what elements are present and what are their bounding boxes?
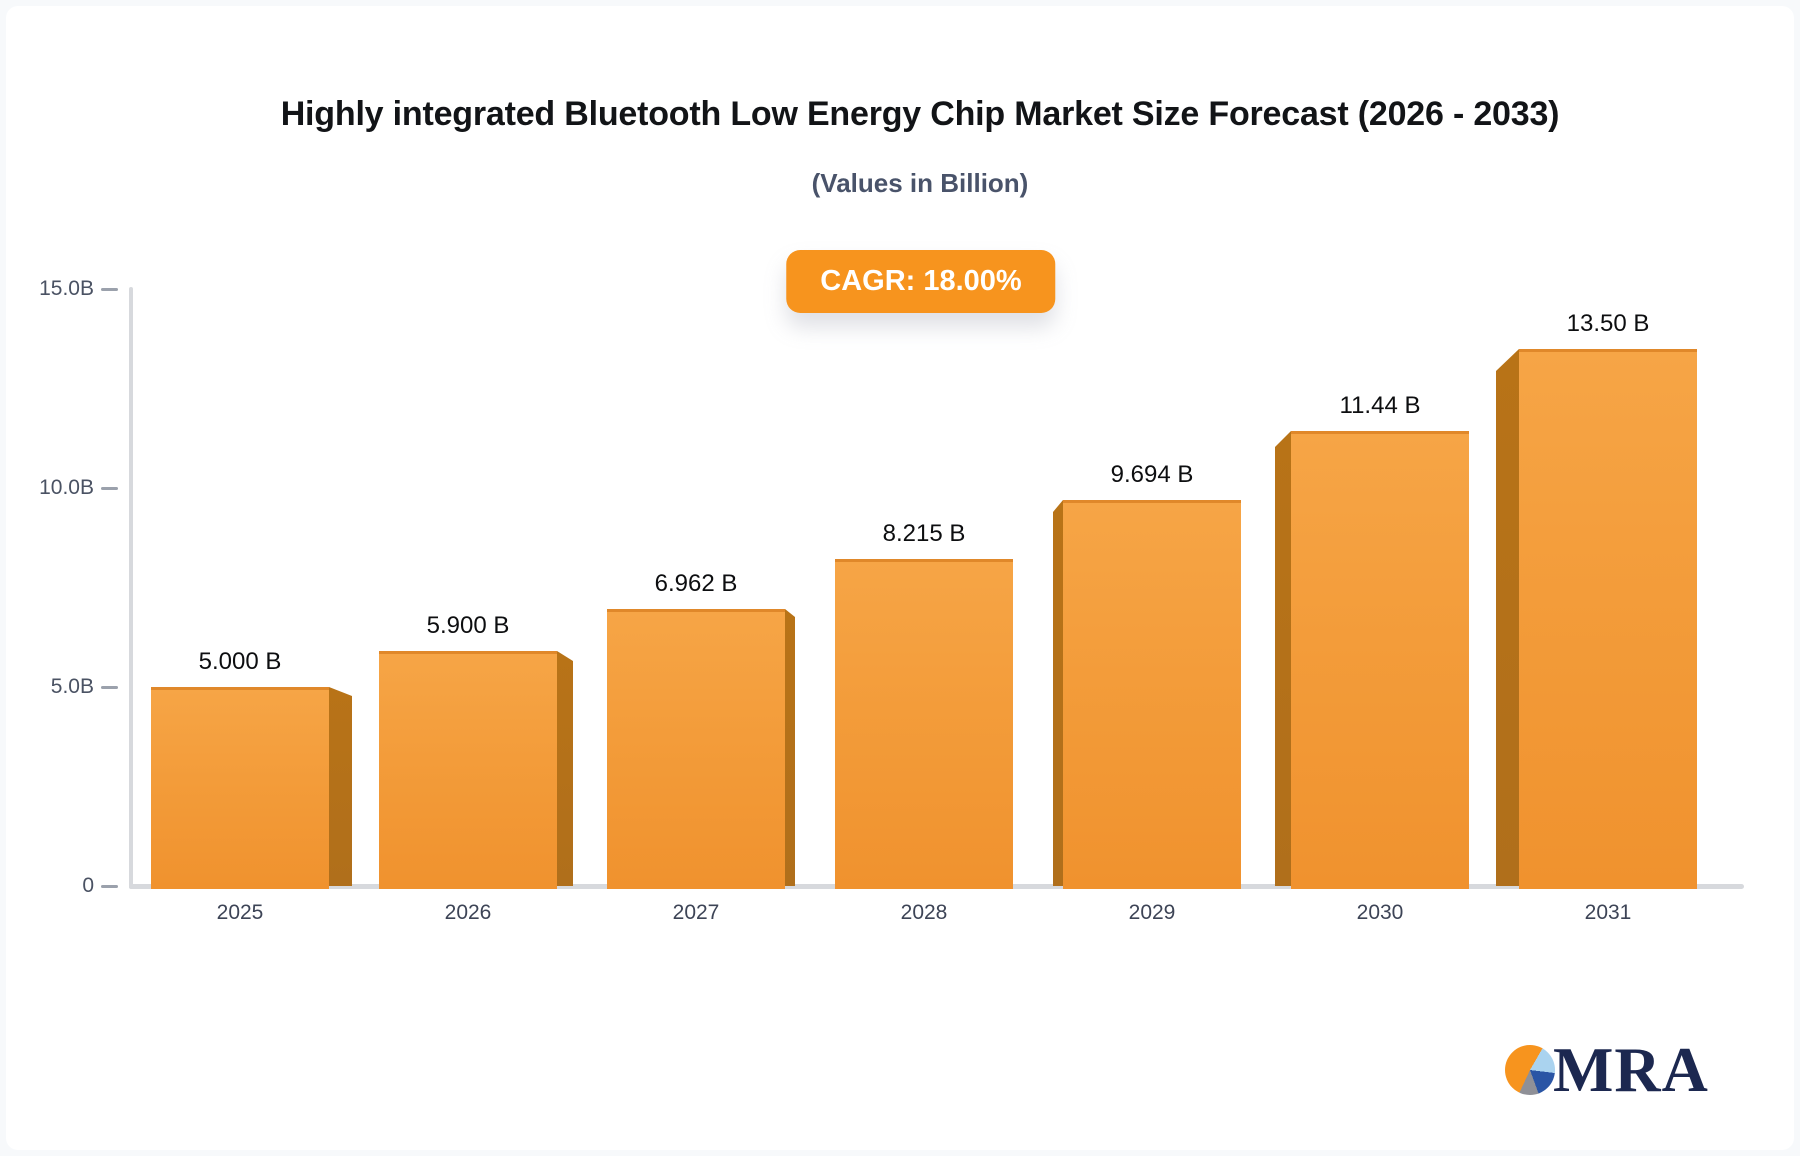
bar-2030: [1291, 431, 1469, 889]
bar-3d-side-face: [1275, 431, 1291, 886]
cagr-badge: CAGR: 18.00%: [786, 250, 1056, 313]
bar-3d-side-face: [1053, 500, 1063, 886]
bar-value-label: 6.962 B: [654, 570, 738, 597]
bar-2026: [379, 651, 557, 889]
y-tick-dash: [101, 487, 118, 490]
y-tick-dash: [101, 686, 118, 689]
x-axis-label-2031: 2031: [1584, 901, 1632, 924]
y-tick-label: 0: [82, 874, 94, 897]
y-axis-line: [129, 287, 133, 889]
chart-subtitle: (Values in Billion): [811, 168, 1029, 198]
y-tick-label: 15.0B: [39, 277, 94, 300]
brand-logo-text: MRA: [1553, 1034, 1709, 1105]
bar-3d-side-face: [329, 687, 352, 886]
y-tick-label: 10.0B: [39, 476, 94, 499]
y-tick-dash: [101, 288, 118, 291]
bar-2025: [151, 687, 329, 889]
bar-value-label: 11.44 B: [1339, 392, 1421, 419]
x-axis-label-2030: 2030: [1356, 901, 1404, 924]
bar-2029: [1063, 500, 1241, 889]
brand-logo: MRA: [1505, 1034, 1709, 1105]
bar-value-label: 5.000 B: [198, 648, 282, 675]
y-tick-label: 5.0B: [50, 675, 94, 698]
bar-2027: [607, 609, 785, 889]
bar-3d-side-face: [1496, 349, 1519, 886]
x-axis-label-2025: 2025: [216, 901, 264, 924]
bar-2031: [1519, 349, 1697, 889]
bar-3d-side-face: [785, 609, 795, 886]
x-axis-label-2027: 2027: [672, 901, 720, 924]
bar-value-label: 5.900 B: [426, 612, 510, 639]
x-axis-label-2028: 2028: [900, 901, 948, 924]
y-tick-dash: [101, 885, 118, 888]
pie-chart-logo-icon: [1505, 1045, 1555, 1095]
bar-value-label: 9.694 B: [1110, 461, 1194, 488]
bar-value-label: 8.215 B: [882, 520, 966, 547]
x-axis-label-2029: 2029: [1128, 901, 1176, 924]
bar-value-label: 13.50 B: [1566, 310, 1650, 337]
x-axis-label-2026: 2026: [444, 901, 492, 924]
bar-3d-side-face: [557, 651, 573, 886]
chart-title: Highly integrated Bluetooth Low Energy C…: [280, 95, 1560, 133]
bar-2028: [835, 559, 1013, 889]
